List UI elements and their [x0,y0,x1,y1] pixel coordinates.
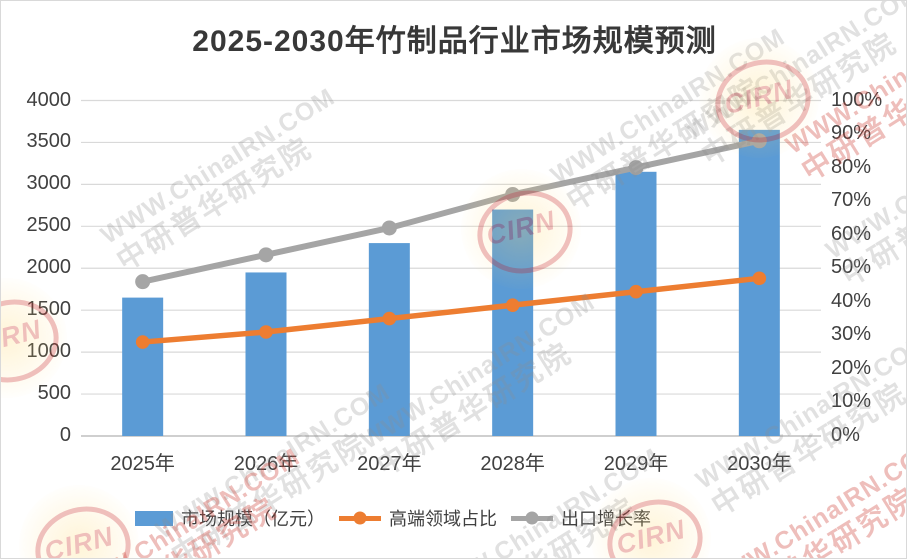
line-marker [629,284,643,299]
legend-item-export-growth: 出口增长率 [511,505,651,531]
line-marker [135,335,150,349]
x-axis-label: 2027年 [357,453,422,475]
market-size-bar [122,297,164,436]
legend-item-market-size: 市场规模（亿元） [135,505,325,531]
bar-swatch-icon [135,510,173,526]
line-marker [505,186,521,202]
right-axis-tick-label: 50% [831,256,872,279]
x-axis-label: 2028年 [480,453,545,475]
right-axis-tick-label: 80% [831,155,872,178]
line-marker [258,247,274,263]
line-marker [752,271,767,286]
cirn-seal-logo-icon: CIRN [19,485,140,558]
left-axis-tick-label: 4000 [26,88,72,111]
left-axis-tick-label: 1500 [26,298,72,321]
x-axis-label: 2026年 [233,453,299,475]
x-axis-label: 2029年 [603,453,669,475]
line-marker [505,298,520,312]
line-marker [381,220,397,236]
line-marker [135,274,151,290]
left-axis-tick-label: 2500 [26,214,72,237]
right-axis-tick-label: 0% [831,424,860,446]
export-growth-line [139,137,763,285]
legend: 市场规模（亿元） 高端领域占比 出口增长率 [135,504,651,532]
market-size-bar [615,171,657,436]
left-axis-tick-label: 0 [59,424,71,446]
right-axis-tick-label: 100% [831,88,883,111]
chart-title: 2025-2030年竹制品行业市场规模预测 [192,25,717,58]
x-axis-label: 2030年 [727,453,792,475]
orange-line-marker-icon [339,511,381,525]
left-axis-tick-label: 2000 [26,256,72,279]
line-marker [259,325,273,339]
left-axis-tick-label: 1000 [26,340,72,363]
legend-label-market-size: 市场规模（亿元） [181,509,325,529]
right-axis-tick-label: 10% [831,390,872,413]
right-axis-tick-label: 90% [831,122,872,145]
right-axis-tick-label: 60% [831,222,872,245]
line-marker [382,311,397,326]
right-axis-tick-label: 70% [831,189,872,212]
left-axis-tick-label: 500 [37,382,71,405]
right-axis-tick-label: 30% [831,323,872,346]
left-axis-tick-label: 3000 [26,172,72,195]
cirn-seal-logo-icon: CIRN [1,278,68,398]
legend-item-highend-share: 高端领域占比 [339,505,497,531]
legend-label-highend-share: 高端领域占比 [389,509,497,529]
line-marker [751,133,767,149]
legend-label-export-growth: 出口增长率 [561,509,651,529]
highend-share-line [139,275,763,345]
gray-line-marker-icon [511,511,553,525]
right-axis-tick-label: 20% [831,356,872,379]
market-size-bar [492,209,534,436]
cirn-seal-logo-icon: CIRN [461,169,582,289]
market-size-bar [245,272,287,436]
market-size-bar [368,243,410,436]
left-axis-tick-label: 3500 [26,130,72,153]
x-axis-label: 2025年 [110,453,175,475]
right-axis-tick-label: 40% [831,289,872,312]
line-marker [628,160,644,176]
market-size-bar [738,129,780,436]
